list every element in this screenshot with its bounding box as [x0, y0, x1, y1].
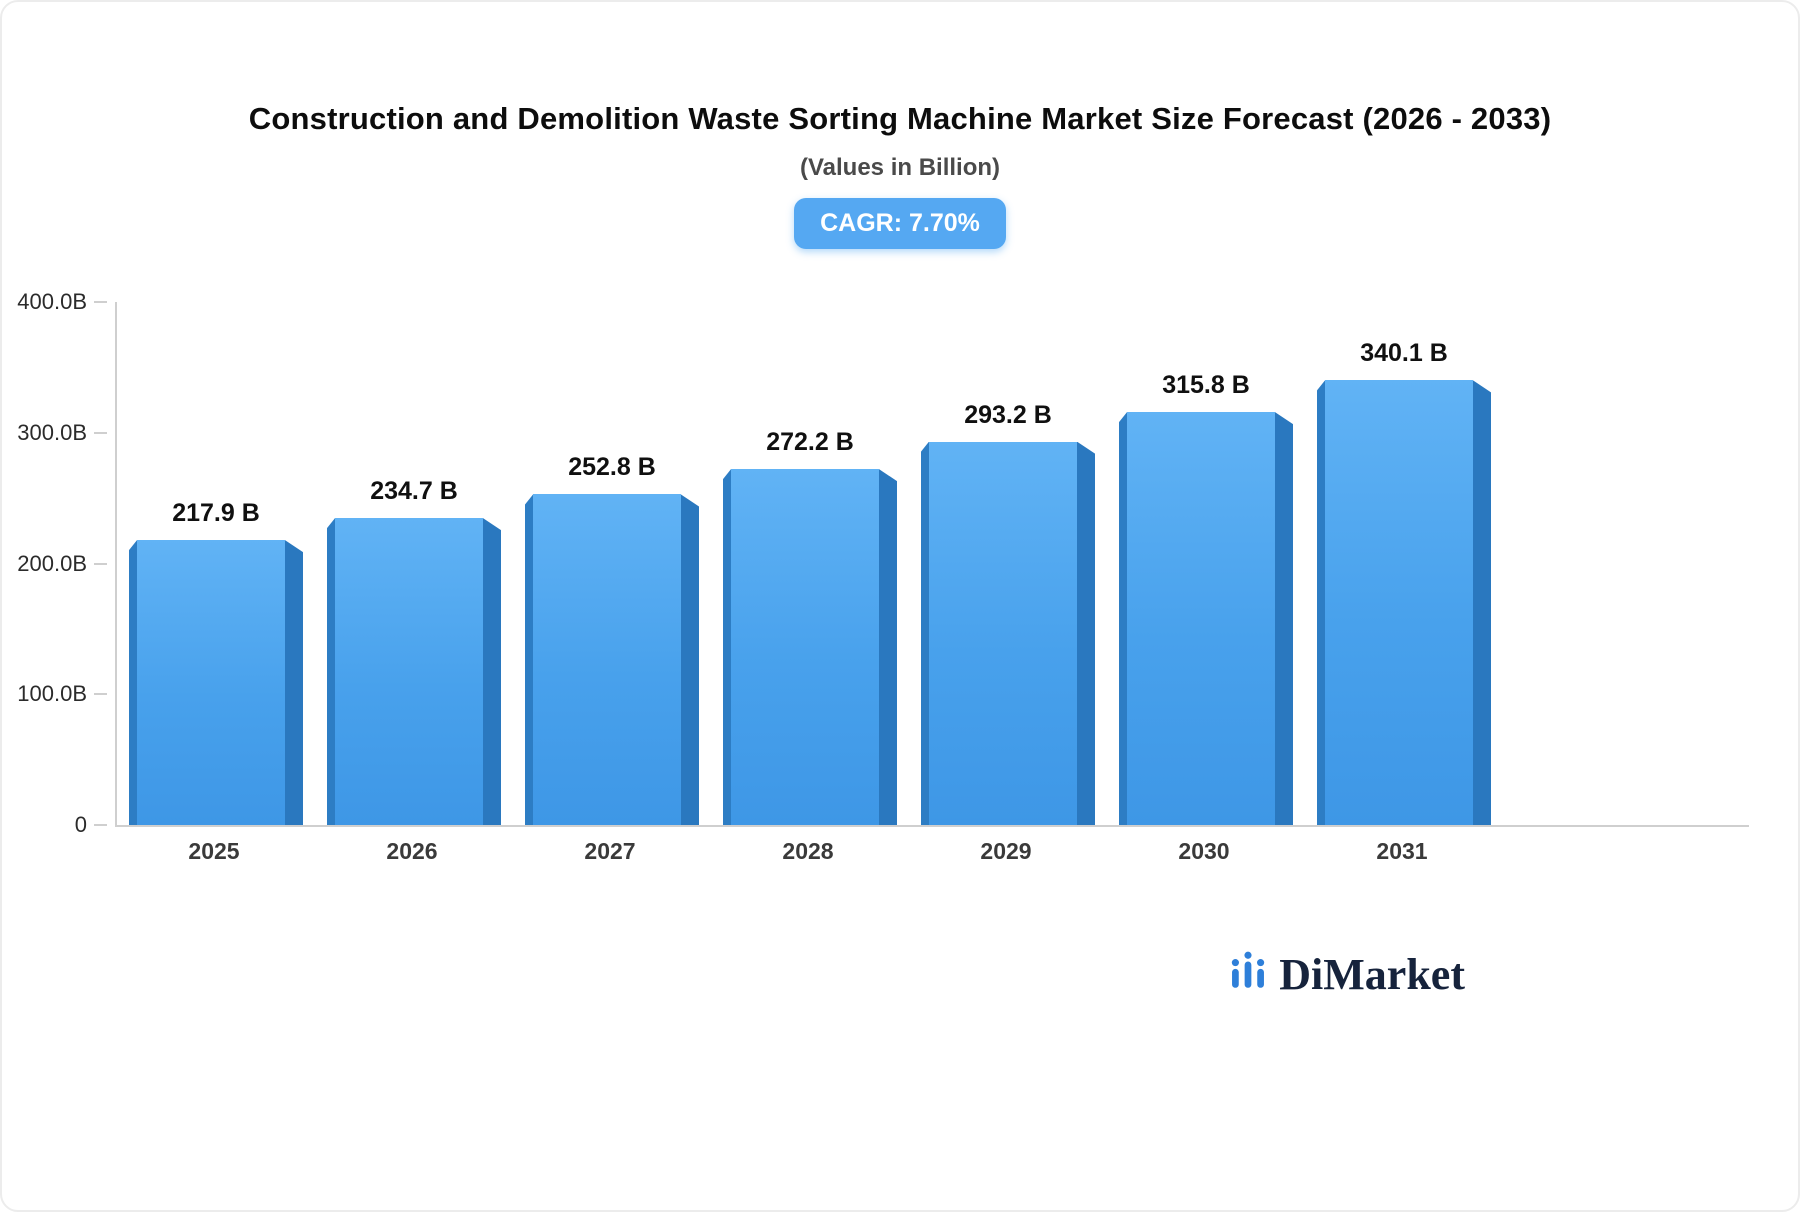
chart-header: Construction and Demolition Waste Sortin…: [2, 2, 1798, 249]
y-axis-tick-label: 200.0B: [17, 550, 87, 576]
bar-face: [1077, 441, 1095, 825]
bar-value-label: 234.7 B: [370, 477, 458, 506]
y-axis-tick-label: 100.0B: [17, 681, 87, 707]
bar-face: [681, 494, 699, 825]
bar-2025: 217.9 B: [129, 499, 303, 825]
chart-title: Construction and Demolition Waste Sortin…: [248, 101, 1552, 136]
y-axis-tick-mark: [94, 824, 107, 826]
bar-value-label: 272.2 B: [766, 428, 854, 457]
bar-2031: 340.1 B: [1317, 339, 1491, 825]
bar-face: [137, 540, 285, 825]
x-axis-label-2030: 2030: [1178, 838, 1230, 864]
bar-value-label: 252.8 B: [568, 453, 656, 482]
bar-face: [879, 469, 897, 825]
y-axis-tick-label: 400.0B: [17, 289, 87, 314]
y-axis-tick-mark: [94, 301, 107, 303]
bar-2027: 252.8 B: [525, 453, 699, 825]
bar-face: [327, 518, 335, 825]
bar-face: [1119, 412, 1127, 825]
y-axis-tick-label: 0: [74, 812, 87, 837]
y-axis-tick: 100.0B: [17, 681, 107, 707]
y-axis-tick-mark: [94, 693, 107, 696]
y-axis: 400.0B 300.0B 200.0B 100.0B 0: [2, 289, 115, 837]
y-axis-tick-label: 300.0B: [17, 419, 87, 445]
bar-2026: 234.7 B: [327, 477, 501, 825]
bar-value-label: 217.9 B: [172, 499, 260, 528]
bar-face: [1473, 380, 1491, 825]
bar-face: [1325, 380, 1473, 825]
bar-face: [483, 518, 501, 825]
y-axis-tick: 300.0B: [17, 420, 107, 446]
dimarket-logo-icon: [1227, 950, 1269, 997]
y-axis-tick-mark: [94, 562, 107, 565]
bar-face: [731, 469, 879, 825]
bar-face: [1275, 412, 1293, 825]
bar-face: [921, 441, 929, 825]
x-axis-label-2026: 2026: [386, 838, 438, 864]
x-axis: 2025 2026 2027 2028 2029 2030 2031: [115, 838, 1747, 872]
x-axis-label-2028: 2028: [782, 838, 834, 864]
bar-face: [129, 540, 137, 825]
y-axis-tick-mark: [94, 431, 107, 434]
brand-name: DiMarket: [1279, 950, 1465, 999]
x-axis-label-2029: 2029: [980, 838, 1032, 864]
x-axis-label-2031: 2031: [1376, 838, 1428, 864]
bar-face: [723, 469, 731, 825]
bar-2028: 272.2 B: [723, 428, 897, 825]
bar-value-label: 293.2 B: [964, 400, 1052, 429]
cagr-badge: CAGR: 7.70%: [794, 197, 1006, 249]
bar-face: [1127, 412, 1275, 825]
bar-value-label: 340.1 B: [1360, 339, 1448, 368]
bar-face: [1317, 380, 1325, 825]
bar-2029: 293.2 B: [921, 401, 1095, 825]
bar-face: [533, 494, 681, 825]
x-axis-label-2027: 2027: [584, 838, 636, 864]
bar-2030: 315.8 B: [1119, 371, 1293, 825]
x-axis-label-2025: 2025: [188, 838, 240, 864]
y-axis-tick: 200.0B: [17, 551, 107, 577]
brand-logo: DiMarket: [1227, 950, 1465, 997]
bar-face: [525, 494, 533, 825]
y-axis-tick: 400.0B: [17, 289, 107, 315]
y-axis-tick: 0: [75, 812, 107, 838]
chart-subtitle: (Values in Billion): [799, 153, 1001, 181]
plot-area: 217.9 B 234.7 B 252.8 B 272.2 B 293.2 B 315.8…: [115, 302, 1749, 827]
bar-value-label: 315.8 B: [1162, 371, 1250, 400]
bar-face: [335, 518, 483, 825]
bar-face: [929, 441, 1077, 825]
bar-face: [285, 540, 303, 825]
